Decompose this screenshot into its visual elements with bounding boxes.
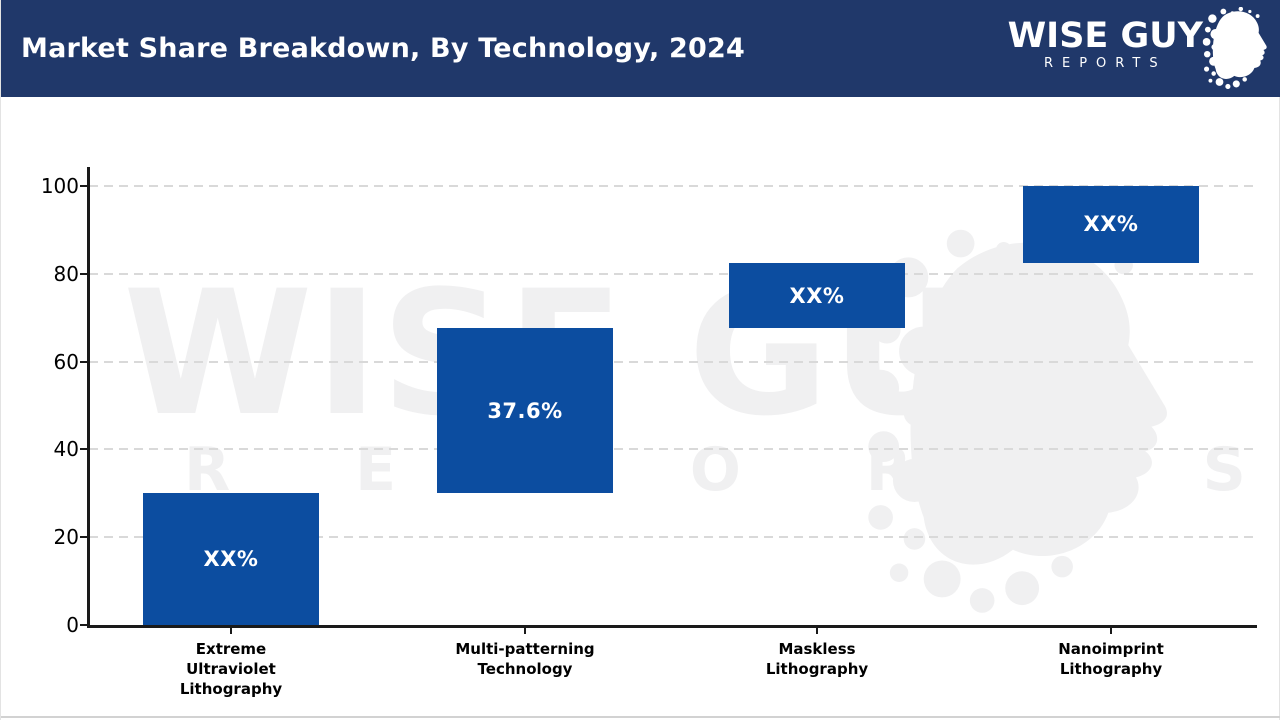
y-tick-mark-40 (80, 448, 87, 451)
x-tick-mark-3 (816, 627, 818, 634)
brand-subname: REPORTS (1043, 56, 1167, 71)
x-tick-mark-2 (524, 627, 526, 634)
x-category-label-2: Multi-patterning Technology (455, 640, 595, 678)
y-tick-label-20: 20 (53, 525, 79, 550)
y-tick-label-60: 60 (53, 349, 79, 374)
bar-segment-2: 37.6% (437, 328, 613, 494)
y-tick-label-40: 40 (53, 437, 79, 462)
y-tick-mark-0 (80, 624, 87, 626)
gridline-40 (89, 448, 1257, 451)
y-tick-label-0: 0 (66, 613, 79, 637)
gridline-100 (89, 185, 1257, 187)
chart-title: Market Share Breakdown, By Technology, 2… (21, 33, 746, 64)
x-category-label-1: Extreme Ultraviolet Lithography (179, 640, 283, 698)
gridline-20 (89, 536, 1257, 539)
bottom-border (1, 716, 1280, 718)
y-tick-label-80: 80 (53, 261, 79, 286)
gridline-60 (89, 360, 1257, 363)
brand-logo: WISE GUY REPORTS (1001, 0, 1271, 97)
y-tick-mark-100 (80, 185, 87, 187)
bar-value-label: XX% (789, 283, 845, 308)
x-tick-mark-1 (230, 627, 232, 634)
x-category-label-4: Nanoimprint Lithography (1058, 640, 1164, 678)
y-tick-mark-80 (80, 272, 87, 275)
x-tick-mark-4 (1110, 627, 1112, 634)
y-tick-label-100: 100 (40, 174, 79, 198)
x-category-label-3: Maskless Lithography (765, 640, 869, 678)
brand-name: WISE GUY (1007, 16, 1203, 56)
y-axis-line (87, 167, 90, 626)
bar-value-label: XX% (203, 547, 259, 572)
brand-logo-text: WISE GUY REPORTS (1008, 18, 1203, 71)
bar-segment-1: XX% (143, 493, 319, 625)
x-axis-line (87, 625, 1257, 628)
gridline-80 (89, 272, 1257, 275)
header-bar: Market Share Breakdown, By Technology, 2… (1, 0, 1280, 97)
bar-segment-3: XX% (729, 262, 905, 329)
bar-segment-4: XX% (1023, 186, 1199, 263)
y-tick-mark-20 (80, 536, 87, 539)
bar-value-label: XX% (1083, 212, 1139, 237)
logo-head-icon (1199, 7, 1271, 91)
y-tick-mark-60 (80, 360, 87, 363)
bar-value-label: 37.6% (487, 398, 563, 423)
